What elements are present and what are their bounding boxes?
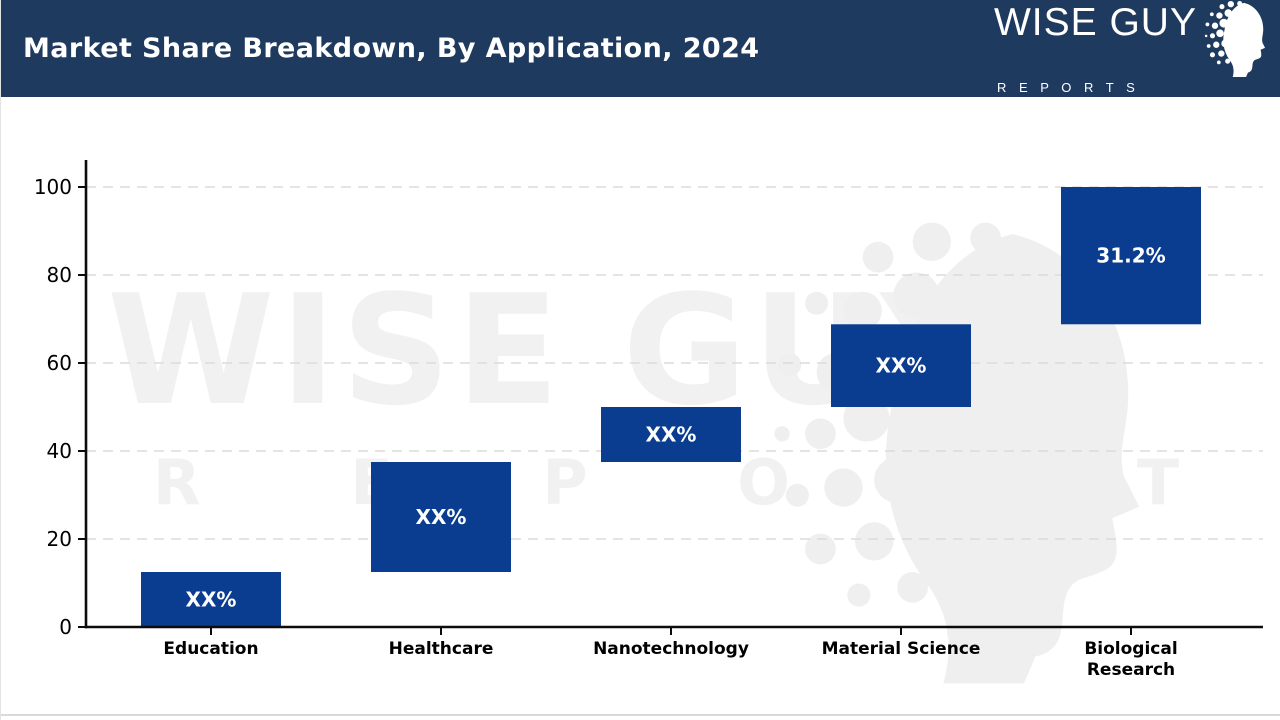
x-axis-ticks: Education Healthcare Nanotechnology Materia… xyxy=(163,627,1178,680)
chart-area: WISE GUY R E P O R T S XX%XX%XX%XX%31.2%… xyxy=(1,97,1280,720)
x-tick-label-education: Education xyxy=(163,639,258,659)
y-axis-ticks: 0 20 40 60 80 100 xyxy=(34,175,86,639)
y-tick-label-0: 0 xyxy=(59,615,72,639)
bottom-divider xyxy=(1,714,1280,716)
y-tick-label-100: 100 xyxy=(34,175,72,199)
bar-value-label-material-science: XX% xyxy=(876,354,927,378)
bar-healthcare xyxy=(371,462,511,572)
bar-nanotechnology xyxy=(601,407,741,462)
bar-value-label-biological-research: 31.2% xyxy=(1096,244,1165,268)
brand-reports-text: R E P O R T S xyxy=(996,79,1140,95)
waterfall-chart: XX% XX% XX% XX% 31.2% 0 20 40 60 80 100 Education He… xyxy=(34,160,1263,680)
header: Market Share Breakdown, By Application, … xyxy=(1,0,1280,97)
y-tick-label-20: 20 xyxy=(47,527,72,551)
brand-logo-row: WISE GUY xyxy=(993,0,1266,77)
bar-value-label-education: XX% xyxy=(186,588,237,612)
bar-value-label-nanotechnology: XX% xyxy=(646,423,697,447)
y-tick-label-60: 60 xyxy=(47,351,72,375)
bar-material-science xyxy=(831,324,971,407)
bars: XX% XX% XX% XX% 31.2% xyxy=(141,187,1201,627)
x-tick-label-biological-research: Biological xyxy=(1084,639,1177,659)
x-tick-label-material-science: Material Science xyxy=(822,639,981,659)
axes xyxy=(84,160,1263,629)
y-tick-label-80: 80 xyxy=(47,263,72,287)
bar-value-label-healthcare: XX% xyxy=(416,505,467,529)
brand-wordmark: WISE GUY xyxy=(993,0,1197,44)
brand-logo: WISE GUY R E P O R T S xyxy=(993,0,1266,95)
x-tick-label-nanotechnology: Nanotechnology xyxy=(593,639,749,659)
bar-biological-research xyxy=(1061,187,1201,325)
gridlines xyxy=(86,186,1263,540)
y-tick-label-40: 40 xyxy=(47,439,72,463)
x-tick-label-biological-research: Research xyxy=(1087,660,1175,680)
bar-education xyxy=(141,572,281,627)
brand-head-icon xyxy=(1204,0,1266,77)
page-title: Market Share Breakdown, By Application, … xyxy=(23,32,760,64)
x-tick-label-healthcare: Healthcare xyxy=(389,639,494,659)
